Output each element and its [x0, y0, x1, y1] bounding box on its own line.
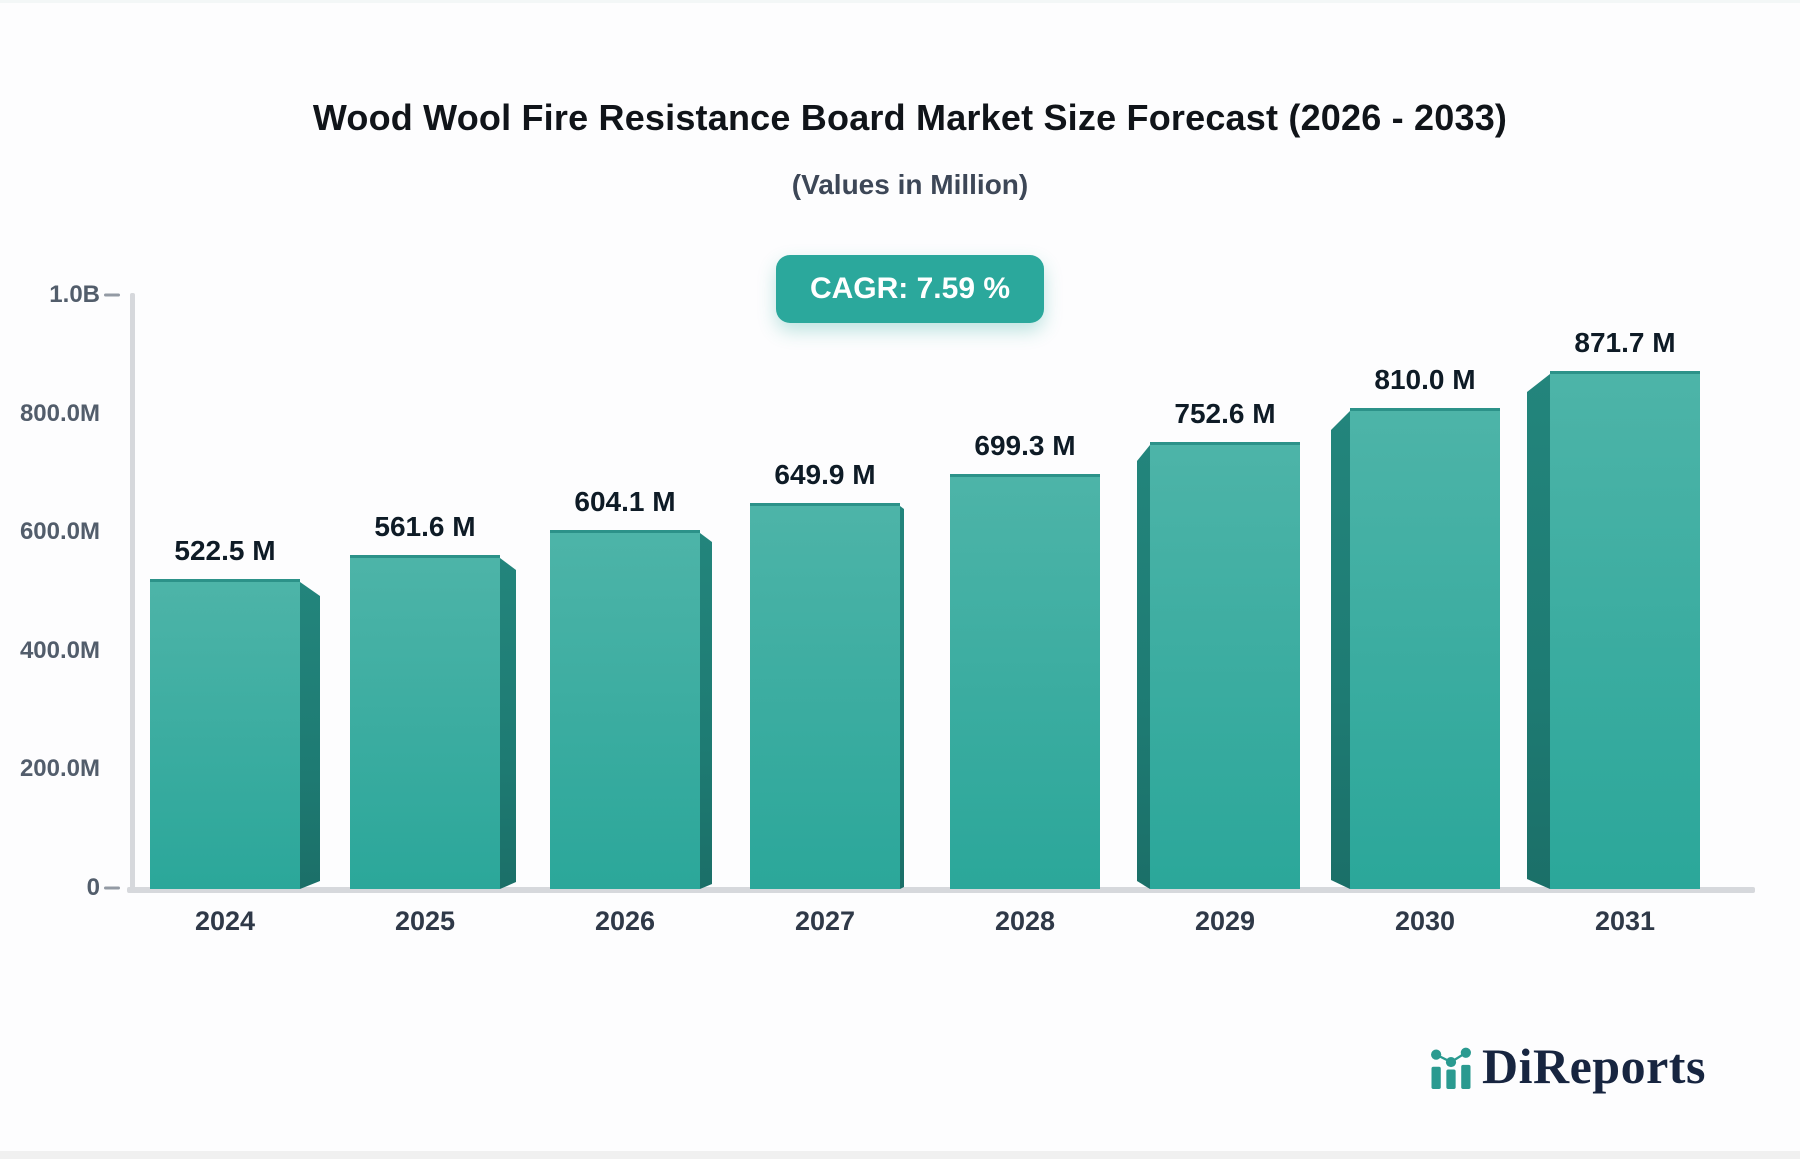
bar-2026 — [550, 530, 700, 889]
chart-title: Wood Wool Fire Resistance Board Market S… — [312, 97, 1508, 138]
x-axis-label: 2025 — [394, 906, 456, 936]
bar-side-face — [1527, 374, 1550, 889]
bar-side-face — [1137, 445, 1150, 889]
bar-2024 — [150, 579, 300, 889]
bar-2025 — [350, 555, 500, 889]
x-axis-label: 2031 — [1594, 906, 1656, 936]
bar-side-face — [300, 582, 320, 889]
bar-value-label: 699.3 M — [974, 430, 1076, 461]
bar-value-label: 649.9 M — [774, 459, 876, 490]
x-axis-label: 2029 — [1194, 906, 1256, 936]
bar-value-label: 810.0 M — [1374, 364, 1476, 395]
bar-value-label: 604.1 M — [574, 486, 676, 517]
x-axis-label: 2027 — [794, 906, 856, 936]
y-axis-label: 800.0M — [19, 399, 100, 427]
bar-2030 — [1350, 408, 1500, 889]
bar-2029 — [1150, 442, 1300, 889]
bar-2031 — [1550, 371, 1700, 889]
bar-side-face — [500, 558, 516, 889]
bar-side-face — [700, 533, 712, 889]
x-axis-label: 2026 — [594, 906, 656, 936]
y-axis-label: 200.0M — [19, 755, 100, 783]
y-axis-label: 400.0M — [19, 636, 100, 664]
brand-name: DiReports — [1482, 1038, 1706, 1094]
bar-value-label: 522.5 M — [174, 535, 276, 566]
bar-2027 — [750, 503, 900, 889]
chart-subtitle: (Values in Million) — [791, 169, 1029, 200]
x-axis-line — [127, 887, 1755, 893]
chart-header: Wood Wool Fire Resistance Board Market S… — [10, 97, 1800, 139]
bar-side-face — [900, 506, 904, 889]
x-axis-label: 2028 — [994, 906, 1056, 936]
bar-value-label: 871.7 M — [1574, 327, 1676, 358]
brand-logo: DiReports — [1428, 1037, 1706, 1094]
bar-2028 — [950, 474, 1100, 889]
cagr-badge-row: CAGR: 7.59 % — [10, 255, 1800, 323]
chart-subheader: (Values in Million) — [10, 169, 1800, 201]
bar-side-face — [1331, 411, 1350, 889]
bottom-edge — [0, 1151, 1800, 1159]
y-axis-line — [130, 293, 135, 891]
y-axis-label: 0 — [86, 874, 100, 901]
y-axis-label: 600.0M — [19, 518, 100, 546]
bar-value-label: 752.6 M — [1174, 398, 1276, 429]
x-axis-label: 2030 — [1394, 906, 1456, 936]
x-axis-label: 2024 — [194, 906, 256, 936]
brand-logo-icon — [1431, 1047, 1471, 1089]
y-axis-label: 1.0B — [49, 281, 100, 308]
y-axis-tick — [104, 293, 120, 297]
y-axis-tick — [104, 886, 120, 890]
cagr-badge: CAGR: 7.59 % — [775, 255, 1045, 323]
plot-area: 1.0B 800.0M 600.0M 400.0M 200.0M 0 522.5 M 202… — [0, 3, 1800, 1159]
bar-value-label: 561.6 M — [374, 511, 476, 542]
